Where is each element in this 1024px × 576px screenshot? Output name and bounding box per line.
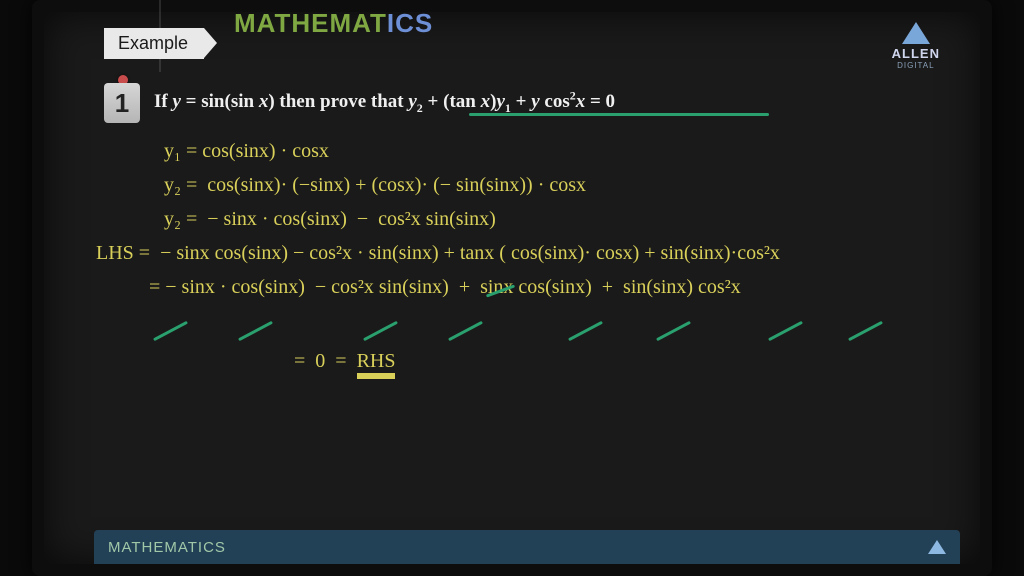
problem-number: 1 [115, 88, 129, 119]
problem-number-badge: 1 [104, 83, 140, 123]
header: Example MATHEMATICS ALLEN DIGITAL [104, 28, 960, 59]
footer-bar: MATHEMATICS [94, 530, 960, 564]
problem-mid: then prove that [275, 91, 409, 112]
title-part-1: MATHEMAT [234, 8, 387, 38]
title-part-2: ICS [387, 8, 433, 38]
content-area: 1 If y = sin(sin x) then prove that y2 +… [104, 83, 960, 412]
example-badge: Example [104, 28, 204, 59]
solution-line-2: y₂ = cos(sinx)· (−sinx) + (cosx)· (− sin… [164, 168, 960, 202]
triangle-icon [902, 22, 930, 44]
footer-title: MATHEMATICS [108, 539, 226, 556]
underline-stroke [469, 113, 769, 116]
solution-rhs: RHS [357, 350, 396, 375]
blackboard-screen: Example MATHEMATICS ALLEN DIGITAL 1 If y… [44, 12, 980, 564]
solution-line-3: y₂ = − sinx · cos(sinx) − cos²x sin(sinx… [164, 202, 960, 236]
tablet-frame: Example MATHEMATICS ALLEN DIGITAL 1 If y… [32, 0, 992, 576]
footer-triangle-icon [928, 540, 946, 554]
brand-name: ALLEN [892, 46, 940, 61]
brand-logo: ALLEN DIGITAL [892, 22, 940, 70]
cancel-stroke [153, 321, 188, 341]
solution-line-5: = − sinx · cos(sinx) − cos²x sin(sinx) +… [134, 270, 960, 304]
solution-line-4: LHS = − sinx cos(sinx) − cos²x · sin(sin… [96, 236, 960, 270]
solution-line-6a: = 0 = [294, 350, 357, 372]
page-title: MATHEMATICS [234, 8, 433, 39]
problem-statement: If y = sin(sin x) then prove that y2 + (… [154, 83, 960, 116]
handwritten-solution: y₁ = cos(sinx) · cosx y₂ = cos(sinx)· (−… [164, 134, 960, 412]
brand-subtitle: DIGITAL [892, 61, 940, 70]
example-badge-label: Example [118, 33, 188, 53]
problem-prefix: If [154, 91, 172, 112]
solution-line-1: y₁ = cos(sinx) · cosx [164, 134, 960, 168]
